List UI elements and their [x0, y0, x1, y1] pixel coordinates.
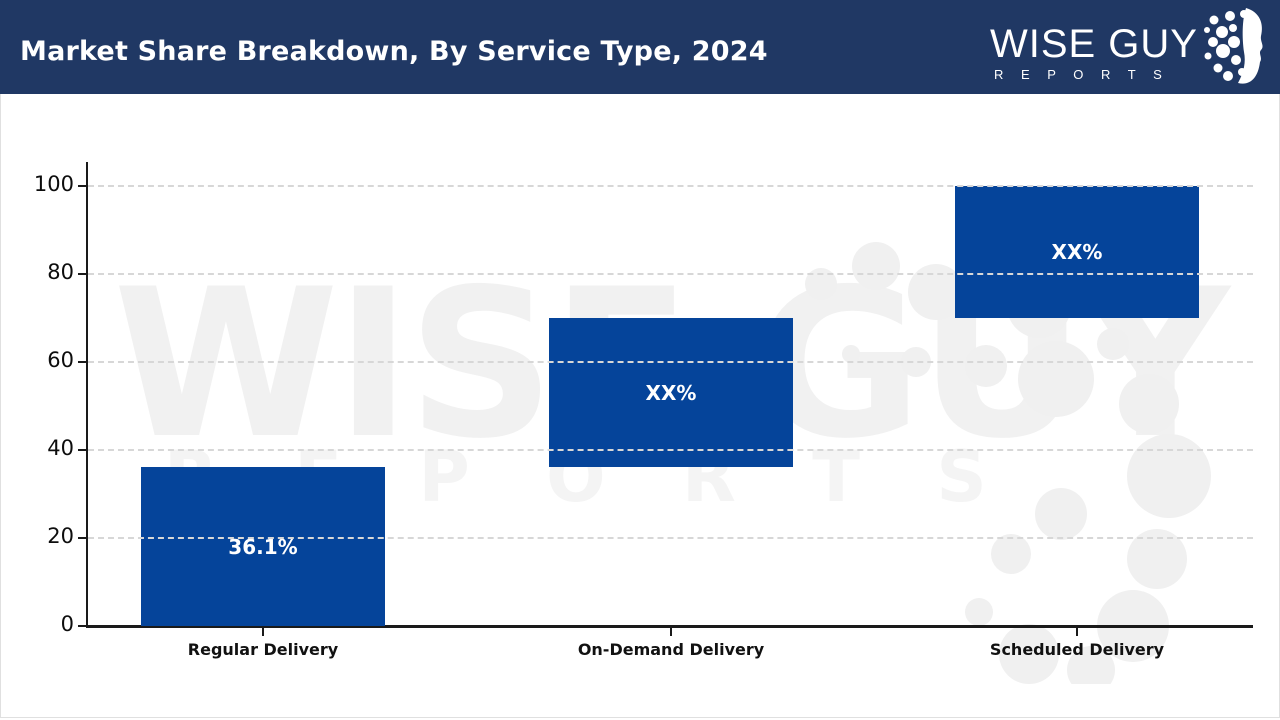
wiseguy-logo: WISE GUY R E P O R T S: [990, 4, 1266, 88]
bar-value-label: XX%: [645, 380, 697, 405]
page-title: Market Share Breakdown, By Service Type,…: [20, 35, 768, 67]
y-tick-80: [78, 273, 87, 275]
bar-1: 36.1%: [141, 467, 385, 626]
y-tick-20: [78, 537, 87, 539]
logo-wordmark: WISE GUY: [989, 22, 1198, 66]
y-tick-100: [78, 185, 87, 187]
bar-2: XX%: [549, 318, 793, 468]
y-axis-line: [86, 162, 88, 628]
x-tick-label-1: Regular Delivery: [187, 640, 339, 659]
bar-value-label: XX%: [1051, 240, 1103, 264]
y-tick-label-100: 100: [33, 172, 74, 196]
x-tick-3: [1076, 628, 1078, 636]
gridline-100: [88, 185, 1253, 187]
y-tick-label-80: 80: [47, 260, 74, 284]
y-tick-label-60: 60: [47, 348, 74, 372]
logo-face-icon: [1204, 8, 1263, 84]
gridline-20: [88, 537, 1253, 539]
y-tick-label-20: 20: [47, 524, 74, 548]
wiseguy-logo-text: WISE GUY R E P O R T S: [990, 24, 1198, 82]
logo-subtitle: R E P O R T S: [993, 67, 1169, 82]
y-tick-40: [78, 449, 87, 451]
x-tick-label-2: On-Demand Delivery: [577, 640, 765, 659]
x-tick-2: [670, 628, 672, 636]
y-tick-60: [78, 361, 87, 363]
x-tick-1: [262, 628, 264, 636]
x-axis-line: [86, 625, 1253, 628]
y-tick-label-0: 0: [60, 612, 74, 636]
gridline-40: [88, 449, 1253, 451]
gridline-80: [88, 273, 1253, 275]
y-tick-0: [78, 625, 87, 627]
bar-3: XX%: [955, 186, 1199, 318]
gridline-60: [88, 361, 1253, 363]
x-tick-label-3: Scheduled Delivery: [989, 640, 1165, 659]
report-header: Market Share Breakdown, By Service Type,…: [0, 0, 1280, 94]
y-tick-label-40: 40: [47, 436, 74, 460]
